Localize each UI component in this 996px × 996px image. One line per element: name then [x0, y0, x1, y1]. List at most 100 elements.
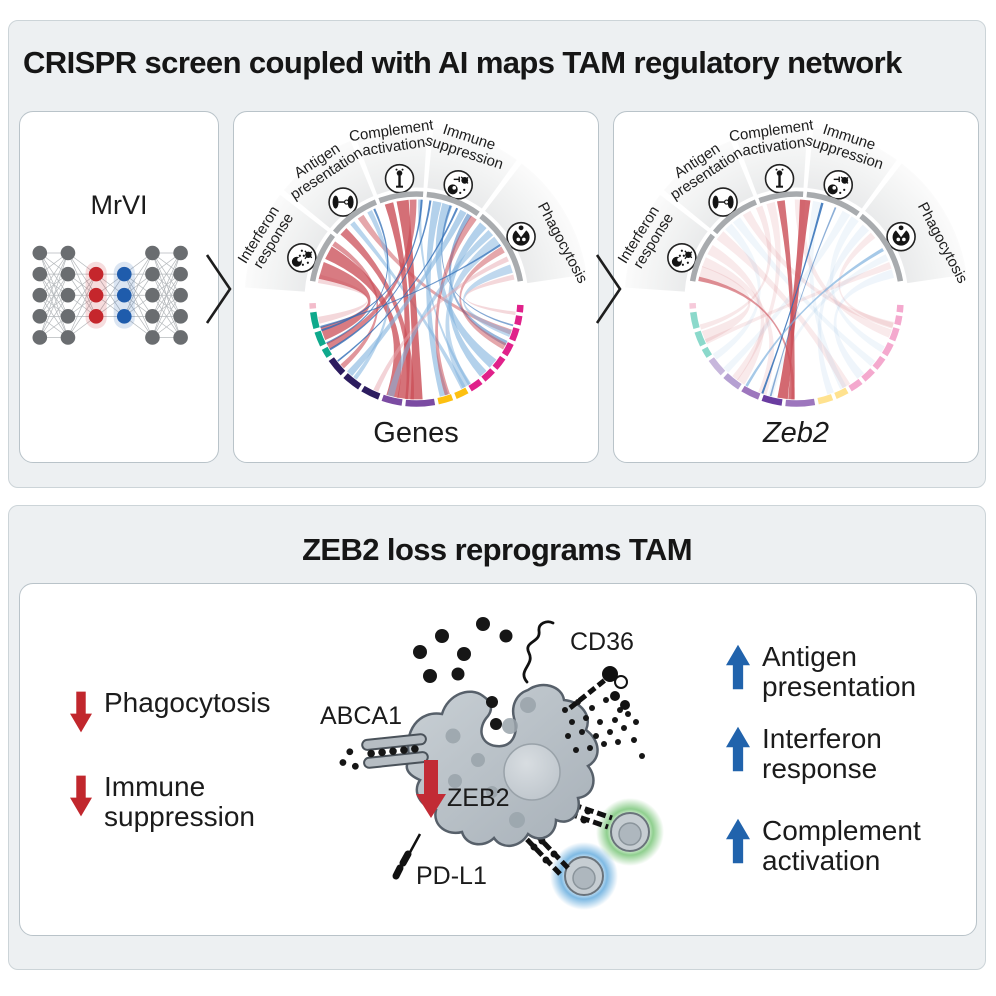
- chord-ribbon: [829, 216, 885, 353]
- t-cell-green: [596, 798, 664, 866]
- network-node: [173, 245, 188, 260]
- chord-ribbon: [833, 269, 895, 379]
- network-node: [60, 329, 76, 345]
- chord-ribbon: [716, 231, 851, 389]
- top-panel-title: CRISPR screen coupled with AI maps TAM r…: [23, 45, 902, 80]
- chord-ribbon: [732, 201, 781, 381]
- network-node: [145, 308, 160, 324]
- network-node: [60, 266, 76, 281]
- zeb2-down-arrow-icon: [416, 760, 446, 818]
- chord-ribbon: [761, 202, 824, 394]
- chord-ribbon: [698, 266, 751, 343]
- network-node: [145, 266, 160, 281]
- network-node: [145, 329, 160, 345]
- pathway-arc: [806, 191, 860, 217]
- chord-ribbon: [387, 230, 494, 397]
- pathway-arc: [378, 191, 424, 204]
- network-node: [88, 287, 104, 303]
- chord-ribbon: [707, 245, 765, 385]
- item-label: Antigen presentation: [762, 641, 917, 703]
- pathway-arc: [689, 233, 716, 282]
- gene-group-arc: [437, 394, 454, 405]
- gene-group-arc: [501, 342, 514, 357]
- network-node: [88, 266, 104, 281]
- up-arrow-icon: [726, 818, 750, 864]
- gene-group-arc: [343, 373, 362, 390]
- chord-ribbon: [318, 262, 371, 341]
- pathway-arc: [712, 199, 758, 235]
- gene-group-arc: [723, 373, 742, 390]
- gene-group-arc: [694, 330, 706, 347]
- gene-group-arc: [381, 394, 403, 406]
- cd36-label: CD36: [570, 628, 634, 656]
- network-node: [88, 308, 104, 324]
- complement-activation-icon: [384, 163, 415, 194]
- chord-ribbon: [426, 200, 449, 397]
- gene-group-arc: [516, 304, 524, 313]
- engulfed-particles: [413, 617, 513, 730]
- genes-card: Interferon response Antigen presentation Com…: [233, 111, 599, 463]
- bottom-panel: ZEB2 loss reprograms TAM Phagocytosis Im…: [8, 505, 986, 970]
- network-node: [32, 329, 48, 345]
- zeb2-caption: Zeb2: [762, 417, 830, 449]
- mrvi-label: MrVI: [90, 189, 148, 220]
- immune-suppression-icon: [823, 170, 854, 200]
- network-node: [173, 266, 188, 281]
- gene-group-arc: [817, 394, 834, 405]
- pathway-arc: [309, 233, 336, 282]
- network-node: [32, 308, 48, 324]
- pathway-arc: [479, 213, 524, 282]
- antigen-presentation-increase-item: Antigen presentation: [726, 641, 917, 703]
- network-node: [60, 287, 76, 303]
- immune-suppression-icon: [443, 170, 474, 200]
- item-label: Interferon response: [762, 723, 882, 785]
- gene-group-arc: [321, 346, 333, 358]
- antigen-presentation-icon: [708, 187, 738, 217]
- gene-group-arc: [785, 398, 816, 407]
- gene-group-arc: [701, 346, 713, 358]
- chord-ribbon: [321, 199, 423, 332]
- gene-group-arc: [834, 387, 849, 399]
- chord-ribbon: [459, 246, 507, 350]
- pathway-arc: [332, 199, 378, 235]
- chord-ribbon: [776, 200, 795, 400]
- item-label: Complement activation: [762, 815, 921, 877]
- zeb2-label: ZEB2: [447, 784, 510, 812]
- network-node: [32, 245, 48, 260]
- macrophage-cell: [405, 683, 599, 847]
- secreted-particles: [562, 697, 645, 759]
- pathway-arc: [859, 213, 904, 282]
- chord-ribbon: [448, 222, 487, 377]
- network-node: [32, 266, 48, 281]
- gene-group-arc: [454, 387, 469, 399]
- chord-ribbon: [712, 223, 761, 360]
- network-node: [60, 308, 76, 324]
- gene-group-arc: [361, 385, 381, 400]
- vesicles: [445, 697, 536, 828]
- gene-group-arc: [481, 368, 495, 382]
- antigen-presentation-icon: [328, 187, 358, 217]
- chord-ribbon: [384, 202, 411, 400]
- gene-group-arc: [468, 378, 483, 392]
- cd36-receptor-icon: [522, 620, 555, 684]
- nucleus: [503, 743, 561, 801]
- complement-activation-icon: [764, 163, 795, 194]
- item-label: Immune suppression: [104, 771, 255, 833]
- phagocytosis-icon: [506, 221, 536, 252]
- gene-group-arc: [314, 330, 326, 347]
- complement-activation-increase-item: Complement activation: [726, 815, 921, 877]
- gene-group-arc: [690, 311, 700, 330]
- gene-group-arc: [848, 378, 863, 392]
- genes-caption: Genes: [373, 417, 459, 449]
- network-node: [60, 245, 76, 260]
- pathway-arc: [426, 191, 480, 217]
- zeb2-chord-diagram: InterferonresponseAntigenpresentationCom…: [615, 116, 971, 407]
- phagocytosis-icon: [886, 221, 916, 252]
- network-node: [145, 287, 160, 303]
- mrvi-network-diagram: [32, 245, 188, 345]
